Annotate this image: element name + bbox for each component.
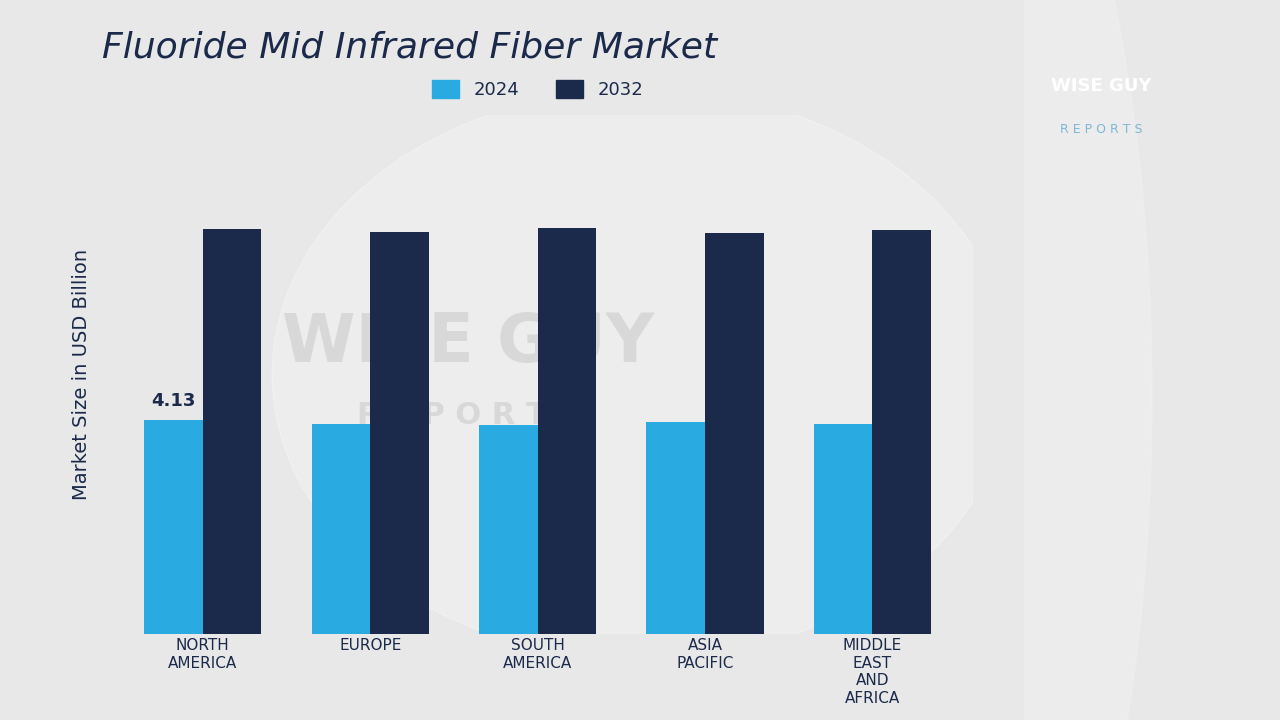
Text: R E P O R T S: R E P O R T S [357, 401, 579, 431]
Bar [814, 424, 873, 634]
Bar [646, 422, 705, 634]
Text: WISE GUY: WISE GUY [282, 310, 654, 377]
Bar [873, 230, 931, 634]
Bar [370, 232, 429, 634]
Text: R E P O R T S: R E P O R T S [1060, 123, 1142, 136]
Bar [145, 420, 202, 634]
Bar [705, 233, 764, 634]
Text: Fluoride Mid Infrared Fiber Market: Fluoride Mid Infrared Fiber Market [102, 31, 718, 65]
Text: WISE GUY: WISE GUY [1051, 77, 1151, 95]
Bar [202, 229, 261, 634]
Bar [538, 228, 596, 634]
Ellipse shape [273, 89, 1012, 660]
Circle shape [589, 0, 1152, 720]
Bar [311, 423, 370, 634]
Legend: 2024, 2032: 2024, 2032 [425, 73, 650, 106]
Bar [479, 426, 538, 634]
Y-axis label: Market Size in USD Billion: Market Size in USD Billion [72, 249, 91, 500]
Text: 4.13: 4.13 [151, 392, 196, 410]
